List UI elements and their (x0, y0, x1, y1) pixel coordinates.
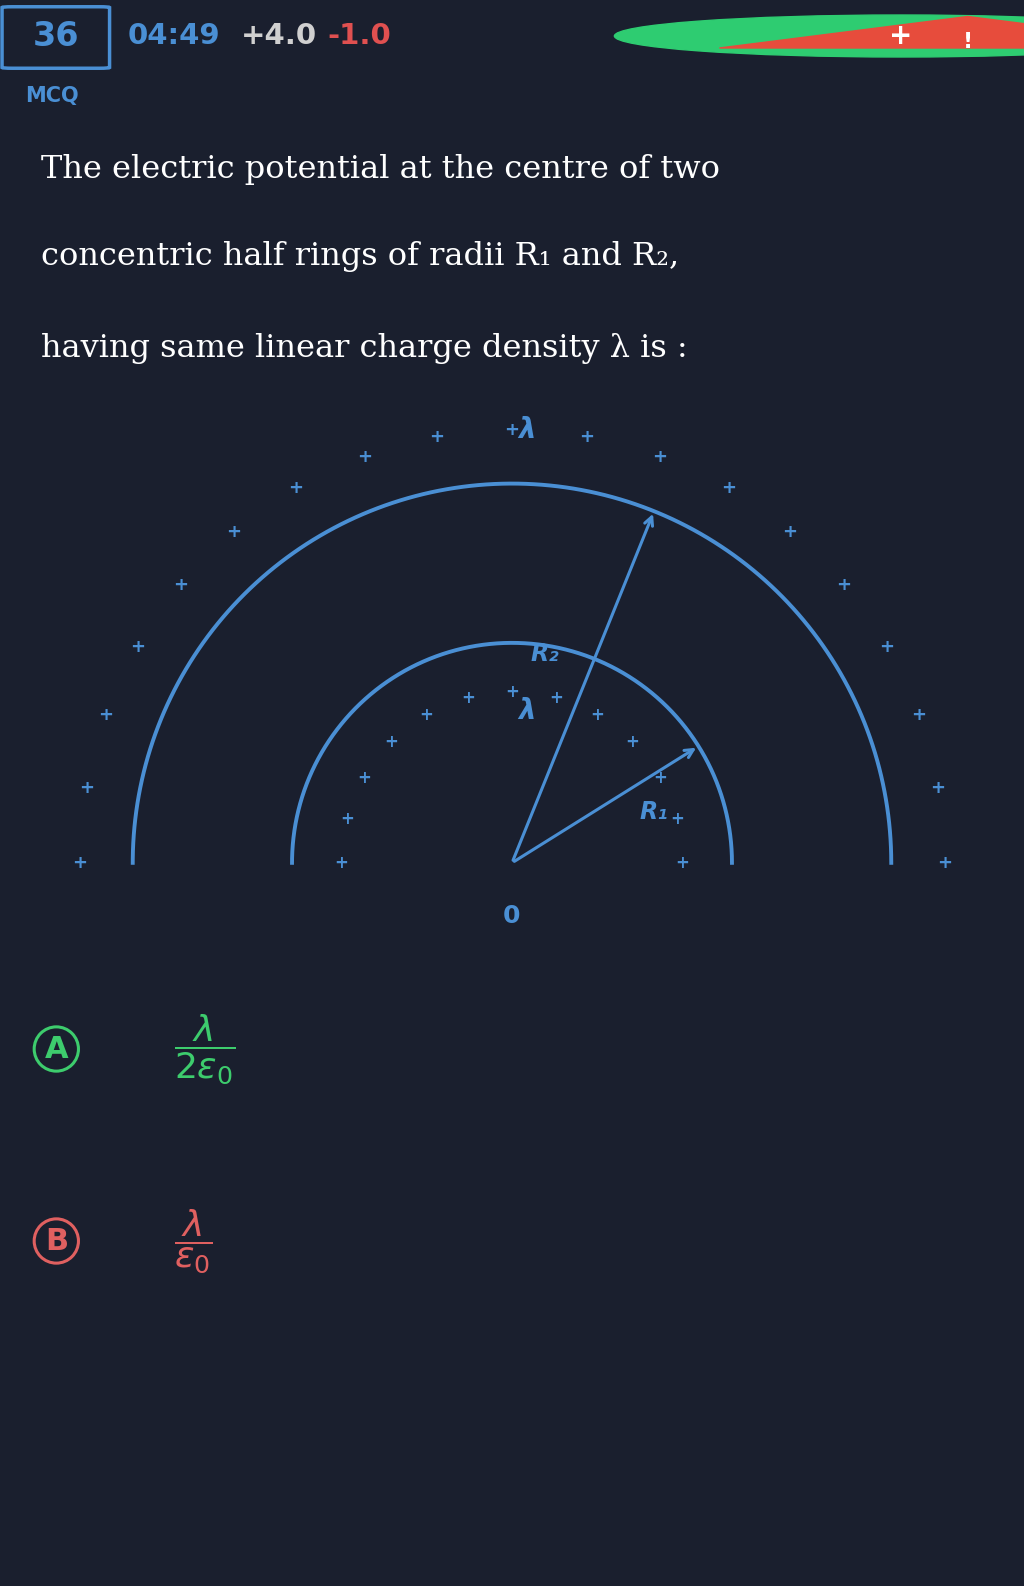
Text: +: + (505, 422, 519, 439)
Circle shape (614, 14, 1024, 57)
Text: R₂: R₂ (530, 642, 559, 666)
Text: $\dfrac{\lambda}{2\epsilon_0}$: $\dfrac{\lambda}{2\epsilon_0}$ (174, 1012, 236, 1086)
Text: +: + (79, 779, 94, 796)
Text: concentric half rings of radii R₁ and R₂,: concentric half rings of radii R₁ and R₂… (41, 241, 679, 271)
Text: +: + (130, 638, 145, 655)
Text: +: + (782, 523, 798, 541)
Text: +: + (879, 638, 894, 655)
Text: λ: λ (518, 417, 536, 444)
Text: +4.0: +4.0 (241, 22, 316, 51)
Text: 04:49: 04:49 (128, 22, 220, 51)
Text: +: + (910, 706, 926, 723)
Text: +: + (591, 706, 604, 725)
Text: A: A (44, 1034, 69, 1064)
Text: having same linear charge density λ is :: having same linear charge density λ is : (41, 333, 687, 365)
Text: +: + (289, 479, 303, 498)
Text: +: + (357, 769, 371, 787)
Text: +: + (670, 810, 684, 828)
Text: +: + (930, 779, 945, 796)
Text: λ: λ (518, 698, 536, 725)
Text: R₁: R₁ (640, 799, 669, 823)
Text: +: + (461, 688, 475, 707)
Text: +: + (356, 447, 372, 466)
Text: +: + (549, 688, 563, 707)
Text: +: + (226, 523, 242, 541)
Text: +: + (429, 428, 444, 446)
Text: 36: 36 (33, 19, 80, 52)
Text: !: ! (963, 32, 973, 52)
Text: +: + (937, 853, 952, 872)
Text: +: + (652, 447, 668, 466)
Text: +: + (420, 706, 433, 725)
Text: +: + (653, 769, 667, 787)
Text: +: + (676, 853, 689, 872)
Text: +: + (72, 853, 87, 872)
Text: +: + (340, 810, 354, 828)
Text: +: + (98, 706, 114, 723)
Text: +: + (173, 576, 188, 593)
Text: The electric potential at the centre of two: The electric potential at the centre of … (41, 154, 720, 184)
Text: +: + (626, 733, 640, 752)
Text: -1.0: -1.0 (328, 22, 391, 51)
Text: +: + (836, 576, 851, 593)
Text: +: + (721, 479, 735, 498)
Text: +: + (384, 733, 398, 752)
Text: B: B (45, 1226, 68, 1256)
Text: +: + (580, 428, 595, 446)
Text: 0: 0 (503, 904, 521, 928)
Text: $\dfrac{\lambda}{\epsilon_0}$: $\dfrac{\lambda}{\epsilon_0}$ (174, 1207, 213, 1275)
Text: +: + (890, 22, 912, 51)
Text: +: + (505, 684, 519, 701)
Text: +: + (335, 853, 348, 872)
Text: MCQ: MCQ (26, 86, 79, 106)
